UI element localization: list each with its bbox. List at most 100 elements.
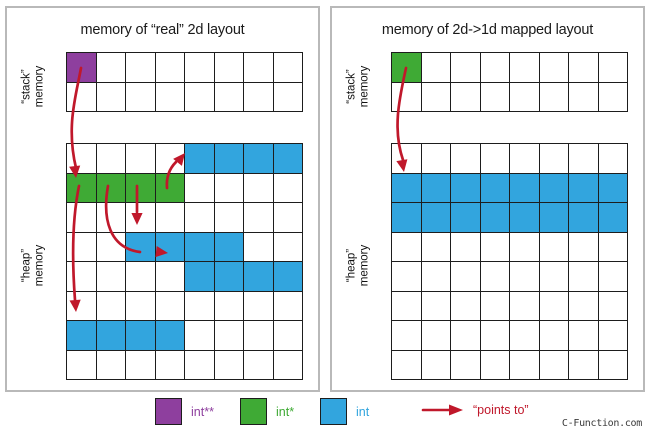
heap-memory-cell <box>244 291 274 321</box>
stack-memory-cell <box>392 82 422 112</box>
heap-memory-cell <box>96 232 126 262</box>
legend-label: int* <box>276 404 295 419</box>
heap-memory-cell <box>480 173 510 203</box>
heap-memory-cell <box>214 203 244 233</box>
heap-memory-cell <box>126 203 156 233</box>
heap-memory-cell <box>421 321 451 351</box>
heap-memory-cell <box>273 144 303 174</box>
heap-memory-cell <box>155 291 185 321</box>
heap-memory-cell <box>126 173 156 203</box>
heap-memory-cell <box>67 321 97 351</box>
stack-memory-label: “stack” memory <box>346 56 371 116</box>
heap-memory-cell <box>96 173 126 203</box>
heap-memory-cell <box>67 144 97 174</box>
heap-memory-cell <box>569 321 599 351</box>
stack-memory-cell <box>510 53 540 83</box>
heap-memory-cell <box>539 262 569 292</box>
heap-memory-cell <box>480 350 510 380</box>
stack-memory-cell <box>598 53 628 83</box>
legend-item-intp: int* <box>240 398 294 425</box>
heap-memory-cell <box>598 321 628 351</box>
heap-memory-cell <box>96 144 126 174</box>
heap-memory-cell <box>421 173 451 203</box>
heap-memory-cell <box>480 232 510 262</box>
heap-memory-cell <box>273 291 303 321</box>
legend: “points to” int** int* int <box>0 396 650 432</box>
heap-memory-label-line1: “heap” <box>20 248 33 283</box>
stack-memory-cell <box>273 82 303 112</box>
heap-memory-cell <box>392 173 422 203</box>
heap-memory-cell <box>244 144 274 174</box>
legend-swatch <box>240 398 267 425</box>
stack-memory-label-line1: “stack” <box>345 68 358 104</box>
heap-memory-cell <box>539 144 569 174</box>
heap-memory-cell <box>510 350 540 380</box>
heap-memory-cell <box>539 203 569 233</box>
heap-memory-cell <box>569 232 599 262</box>
heap-memory-cell <box>510 173 540 203</box>
heap-memory-cell <box>569 173 599 203</box>
heap-memory-cell <box>185 203 215 233</box>
stack-memory-cell <box>510 82 540 112</box>
heap-memory-label: “heap” memory <box>21 236 46 296</box>
heap-memory-cell <box>451 203 481 233</box>
heap-memory-cell <box>214 232 244 262</box>
heap-memory-cell <box>185 321 215 351</box>
stack-memory-cell <box>185 82 215 112</box>
heap-memory-cell <box>598 203 628 233</box>
heap-memory-cell <box>539 232 569 262</box>
heap-memory-cell <box>421 291 451 321</box>
heap-memory-cell <box>155 203 185 233</box>
heap-memory-cell <box>510 262 540 292</box>
heap-memory-cell <box>214 262 244 292</box>
heap-memory-cell <box>244 262 274 292</box>
stack-memory-cell <box>569 82 599 112</box>
heap-memory-cell <box>539 173 569 203</box>
heap-memory-cell <box>214 350 244 380</box>
heap-memory-cell <box>67 232 97 262</box>
stack-memory-cell <box>214 53 244 83</box>
stack-memory-cell <box>126 82 156 112</box>
heap-memory-cell <box>185 291 215 321</box>
panel-title: memory of 2d->1d mapped layout <box>381 22 594 38</box>
heap-memory-cell <box>598 144 628 174</box>
heap-memory-cell <box>539 321 569 351</box>
heap-memory-cell <box>421 262 451 292</box>
stack-memory-cell <box>480 53 510 83</box>
heap-memory-cell <box>451 232 481 262</box>
heap-memory-cell <box>96 203 126 233</box>
heap-memory-cell <box>185 173 215 203</box>
heap-memory-cell <box>539 291 569 321</box>
heap-memory-cell <box>451 144 481 174</box>
heap-memory-cell <box>392 321 422 351</box>
stack-memory-cell <box>67 53 97 83</box>
stack-memory-cell <box>155 82 185 112</box>
heap-memory-cell <box>598 350 628 380</box>
heap-memory-cell <box>96 291 126 321</box>
heap-memory-cell <box>273 203 303 233</box>
credit-watermark: C-Function.com <box>561 418 642 429</box>
stack-memory-label-line1: “stack” <box>20 68 33 104</box>
stack-memory-cell <box>539 82 569 112</box>
stack-memory-cell <box>569 53 599 83</box>
stack-memory-cell <box>244 53 274 83</box>
heap-memory-cell <box>598 232 628 262</box>
heap-memory-cell <box>67 291 97 321</box>
heap-memory-cell <box>67 203 97 233</box>
heap-memory-cell <box>392 144 422 174</box>
heap-memory-cell <box>67 173 97 203</box>
heap-memory-cell <box>539 350 569 380</box>
heap-memory-cell <box>510 321 540 351</box>
heap-memory-cell <box>480 144 510 174</box>
heap-memory-cell <box>244 173 274 203</box>
heap-memory-cell <box>598 291 628 321</box>
stack-memory-cell <box>155 53 185 83</box>
heap-memory-cell <box>510 144 540 174</box>
heap-memory-cell <box>155 173 185 203</box>
heap-memory-cell <box>273 262 303 292</box>
stack-memory-cell <box>214 82 244 112</box>
heap-memory-cell <box>67 350 97 380</box>
heap-memory-cell <box>480 203 510 233</box>
heap-memory-grid <box>391 143 628 380</box>
stack-memory-label: “stack” memory <box>21 56 46 116</box>
